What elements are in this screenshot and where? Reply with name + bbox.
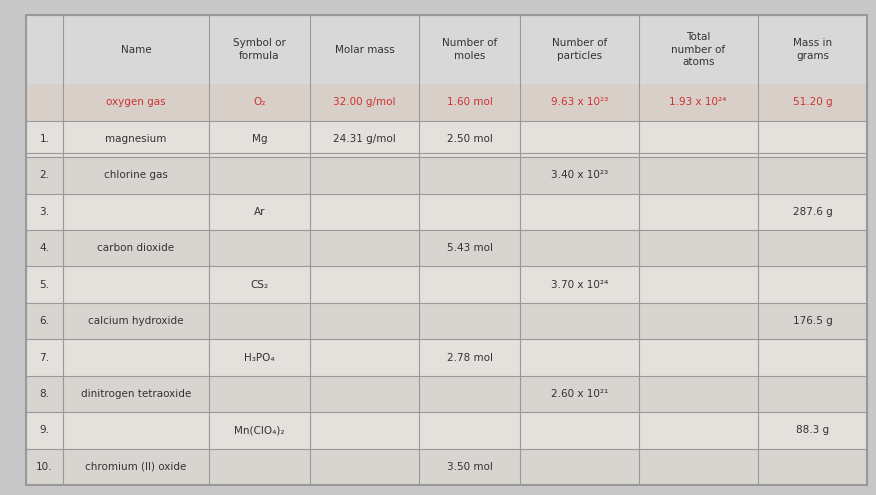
Text: 2.78 mol: 2.78 mol xyxy=(447,352,492,362)
Text: Number of
moles: Number of moles xyxy=(442,38,498,61)
Text: 1.93 x 10²⁴: 1.93 x 10²⁴ xyxy=(669,98,727,107)
Bar xyxy=(26,448,867,485)
Bar xyxy=(26,121,867,157)
Text: 3.70 x 10²⁴: 3.70 x 10²⁴ xyxy=(551,280,608,290)
Text: Total
number of
atoms: Total number of atoms xyxy=(671,32,725,67)
Text: dinitrogen tetraoxide: dinitrogen tetraoxide xyxy=(81,389,191,399)
Text: CS₂: CS₂ xyxy=(251,280,268,290)
Bar xyxy=(26,412,867,448)
Text: 1.60 mol: 1.60 mol xyxy=(447,98,492,107)
Text: 2.60 x 10²¹: 2.60 x 10²¹ xyxy=(551,389,608,399)
Text: 2.50 mol: 2.50 mol xyxy=(447,134,492,144)
Bar xyxy=(26,194,867,230)
Bar xyxy=(26,339,867,376)
Text: 2.: 2. xyxy=(39,170,50,180)
Text: 7.: 7. xyxy=(39,352,50,362)
Text: carbon dioxide: carbon dioxide xyxy=(97,243,174,253)
Bar xyxy=(26,230,867,266)
Text: 5.: 5. xyxy=(39,280,50,290)
Text: Symbol or
formula: Symbol or formula xyxy=(233,38,286,61)
Text: 51.20 g: 51.20 g xyxy=(793,98,832,107)
Text: O₂: O₂ xyxy=(253,98,265,107)
Bar xyxy=(26,157,867,194)
Text: calcium hydroxide: calcium hydroxide xyxy=(88,316,184,326)
Bar xyxy=(26,84,867,121)
Text: 9.63 x 10²³: 9.63 x 10²³ xyxy=(551,98,608,107)
Text: chlorine gas: chlorine gas xyxy=(104,170,168,180)
Bar xyxy=(26,266,867,303)
Text: 287.6 g: 287.6 g xyxy=(793,207,832,217)
Text: Ar: Ar xyxy=(254,207,265,217)
Text: H₃PO₄: H₃PO₄ xyxy=(244,352,275,362)
Text: 1.: 1. xyxy=(39,134,50,144)
Text: 4.: 4. xyxy=(39,243,50,253)
Text: chromium (II) oxide: chromium (II) oxide xyxy=(85,462,187,472)
Text: Name: Name xyxy=(121,45,152,54)
Text: Mg: Mg xyxy=(251,134,267,144)
Text: 3.: 3. xyxy=(39,207,50,217)
Bar xyxy=(26,303,867,339)
Text: 6.: 6. xyxy=(39,316,50,326)
Text: 9.: 9. xyxy=(39,425,50,436)
Text: Mass in
grams: Mass in grams xyxy=(793,38,832,61)
Bar xyxy=(26,376,867,412)
Text: 10.: 10. xyxy=(36,462,53,472)
Text: 8.: 8. xyxy=(39,389,50,399)
Text: Molar mass: Molar mass xyxy=(335,45,394,54)
Text: 3.50 mol: 3.50 mol xyxy=(447,462,492,472)
Text: Number of
particles: Number of particles xyxy=(552,38,607,61)
Text: 32.00 g/mol: 32.00 g/mol xyxy=(333,98,396,107)
Text: 88.3 g: 88.3 g xyxy=(795,425,829,436)
Text: Mn(ClO₄)₂: Mn(ClO₄)₂ xyxy=(234,425,285,436)
Text: 24.31 g/mol: 24.31 g/mol xyxy=(333,134,396,144)
Text: 176.5 g: 176.5 g xyxy=(793,316,832,326)
Text: 5.43 mol: 5.43 mol xyxy=(447,243,492,253)
Text: magnesium: magnesium xyxy=(105,134,166,144)
Bar xyxy=(26,15,867,84)
Text: oxygen gas: oxygen gas xyxy=(106,98,166,107)
Text: 3.40 x 10²³: 3.40 x 10²³ xyxy=(551,170,608,180)
